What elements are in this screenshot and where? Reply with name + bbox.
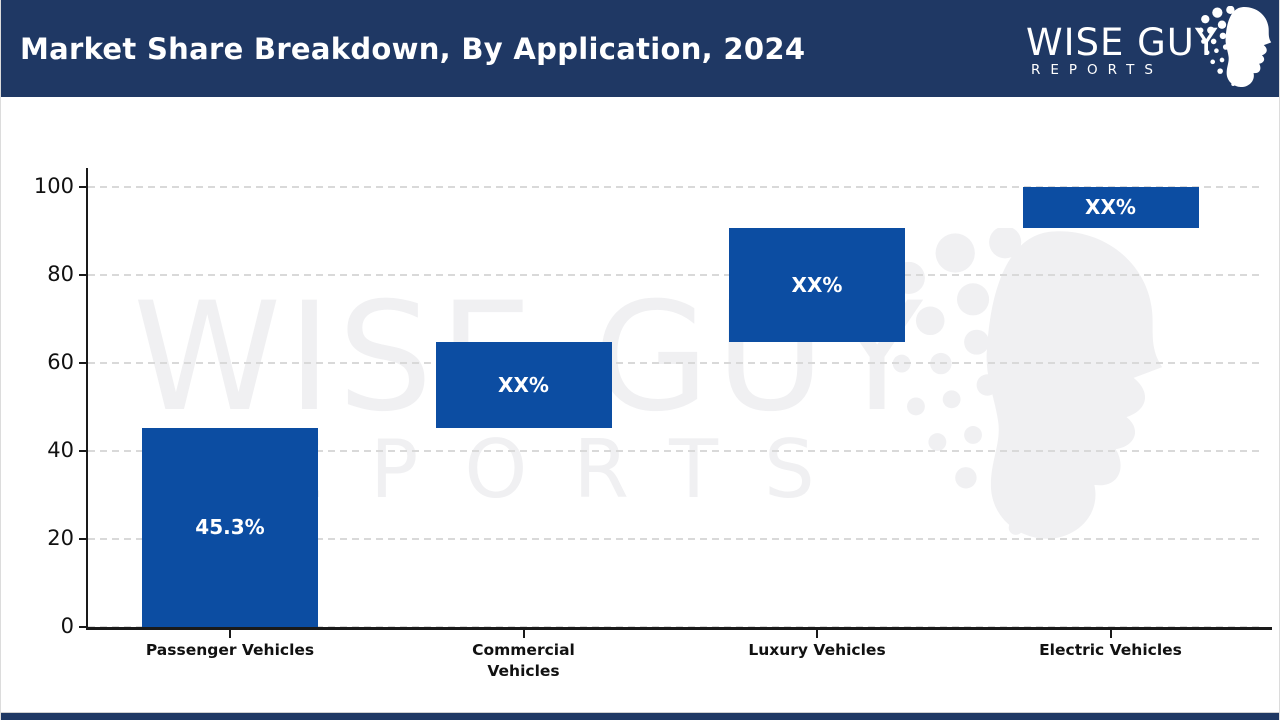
x-category-label: Luxury Vehicles <box>748 641 886 659</box>
y-tick-label: 40 <box>47 438 74 462</box>
footer-bar <box>0 712 1280 720</box>
gridline <box>88 538 1264 540</box>
gridline <box>88 186 1264 188</box>
x-category-label: Electric Vehicles <box>1039 641 1182 659</box>
y-axis-tick <box>79 626 88 628</box>
x-axis-tick <box>229 630 231 638</box>
gridline <box>88 274 1264 276</box>
y-axis-tick <box>79 362 88 364</box>
y-tick-label: 20 <box>47 526 74 550</box>
y-axis-tick <box>79 538 88 540</box>
logo-wordmark: WISE GUY <box>1026 21 1219 64</box>
bar-value-label: XX% <box>791 272 843 297</box>
x-axis-line <box>86 627 1272 630</box>
gridline <box>88 450 1264 452</box>
wise-guy-reports-logo: WISE GUY REPORTS <box>1026 4 1274 94</box>
logo-text: WISE GUY REPORTS <box>1026 24 1218 78</box>
y-axis-tick <box>79 274 88 276</box>
bar-value-label: XX% <box>498 372 549 397</box>
x-category-label: Commercial Vehicles <box>472 641 575 680</box>
header-bar: Market Share Breakdown, By Application, … <box>0 0 1280 97</box>
x-axis-tick <box>1109 630 1112 638</box>
waterfall-bar <box>729 227 905 342</box>
logo-subtitle: REPORTS <box>1031 62 1163 78</box>
y-axis-tick <box>79 450 88 452</box>
bar-value-label: 45.3% <box>195 515 265 540</box>
frame-left-edge <box>0 0 1 720</box>
y-axis-line <box>86 168 88 630</box>
bar-value-label: XX% <box>1085 195 1136 220</box>
chart-title: Market Share Breakdown, By Application, … <box>20 31 806 66</box>
y-tick-label: 60 <box>47 350 74 374</box>
x-axis-tick <box>816 630 818 638</box>
waterfall-bar <box>1022 187 1199 228</box>
gridline <box>88 362 1264 364</box>
y-axis-tick <box>79 186 88 188</box>
waterfall-bar <box>142 427 318 627</box>
x-axis-tick <box>522 630 525 638</box>
y-tick-label: 0 <box>60 614 74 638</box>
x-category-label: Passenger Vehicles <box>145 641 315 659</box>
y-tick-label: 100 <box>33 174 74 198</box>
y-tick-label: 80 <box>47 262 74 286</box>
waterfall-bar <box>435 341 612 428</box>
